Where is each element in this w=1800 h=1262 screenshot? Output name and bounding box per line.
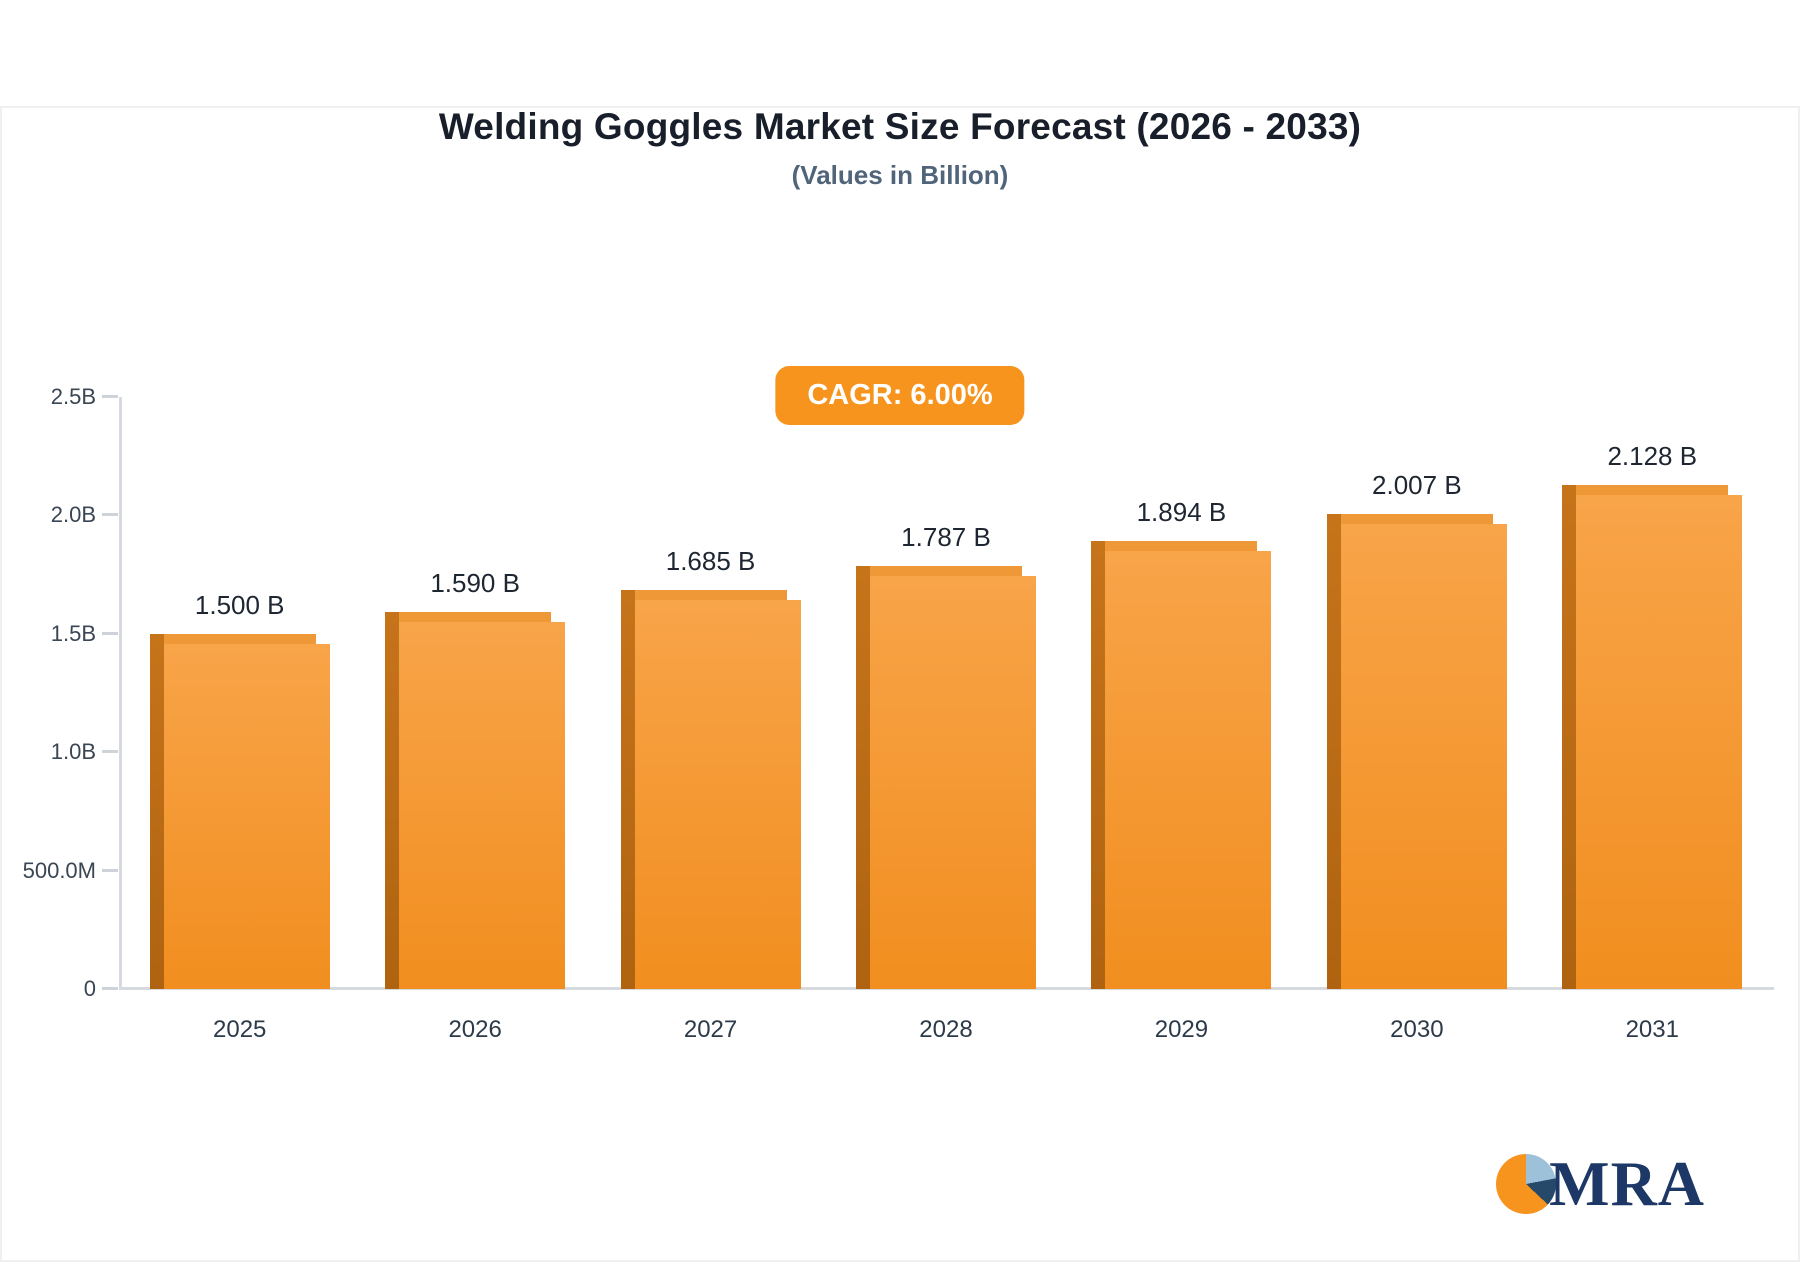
bar-front-face [635,600,801,989]
bar [856,566,1036,989]
x-tick-label: 2026 [448,1016,502,1043]
bar-side-face [1327,514,1341,989]
y-tick-mark [102,987,118,990]
x-tick-label: 2025 [213,1016,267,1043]
bar-value-label: 1.590 B [430,568,520,598]
bar [1091,541,1271,989]
bar-side-face [621,590,635,989]
bar [1327,514,1507,989]
mra-logo-pie-icon [1496,1154,1557,1214]
y-tick-label: 1.0B [50,739,96,765]
y-tick-label: 2.5B [50,384,96,409]
y-tick-mark [102,395,118,398]
x-tick-label: 2027 [683,1016,738,1043]
bar-front-face [1105,551,1271,989]
y-tick-mark [102,868,118,872]
bar [1562,485,1742,989]
y-tick-label: 500.0M [22,857,96,883]
y-tick-label: 0 [83,976,96,1001]
y-tick-label: 2.0B [50,502,96,528]
y-axis-line [119,397,122,989]
bar-value-label: 1.787 B [901,522,991,552]
bar [621,590,801,989]
bar [150,634,330,989]
x-tick-label: 2030 [1390,1016,1444,1043]
chart-title: Welding Goggles Market Size Forecast (20… [438,106,1362,147]
bar [385,612,565,989]
chart-canvas: 1.500 B 2025 1.590 B 2026 1.685 B 2027 1.787 B… [0,106,1800,1262]
bar-front-face [399,622,565,989]
mra-logo-text: MRA [1549,1148,1705,1219]
cagr-badge: CAGR: 6.00% [775,366,1025,425]
bar-value-label: 1.500 B [194,590,285,620]
bar-side-face [150,634,164,989]
plot-area: 1.500 B 2025 1.590 B 2026 1.685 B 2027 1.787 B… [122,397,1770,1043]
bar-side-face [856,566,870,989]
bar-value-label: 2.128 B [1607,441,1698,471]
bar-value-label: 1.685 B [665,546,756,576]
mra-logo: MRA [1496,1148,1705,1219]
y-tick-label: 1.5B [50,620,96,646]
x-tick-label: 2031 [1625,1016,1679,1043]
chart-subtitle: (Values in Billion) [791,160,1009,190]
x-tick-label: 2028 [919,1016,973,1043]
chart-page: Welding Goggles Market Size Forecast (20… [0,106,1800,1216]
bar-value-label: 1.894 B [1136,497,1227,527]
y-tick-mark [102,513,118,517]
bar-front-face [164,644,330,989]
x-tick-label: 2029 [1154,1016,1209,1043]
bar-front-face [1341,524,1507,989]
bar-side-face [1091,541,1105,989]
bar-front-face [870,576,1036,989]
bar-value-label: 2.007 B [1372,470,1462,500]
bar-side-face [385,612,399,989]
y-tick-mark [102,631,118,635]
bar-side-face [1562,485,1576,989]
y-tick-mark [102,750,118,754]
bar-front-face [1576,495,1742,989]
